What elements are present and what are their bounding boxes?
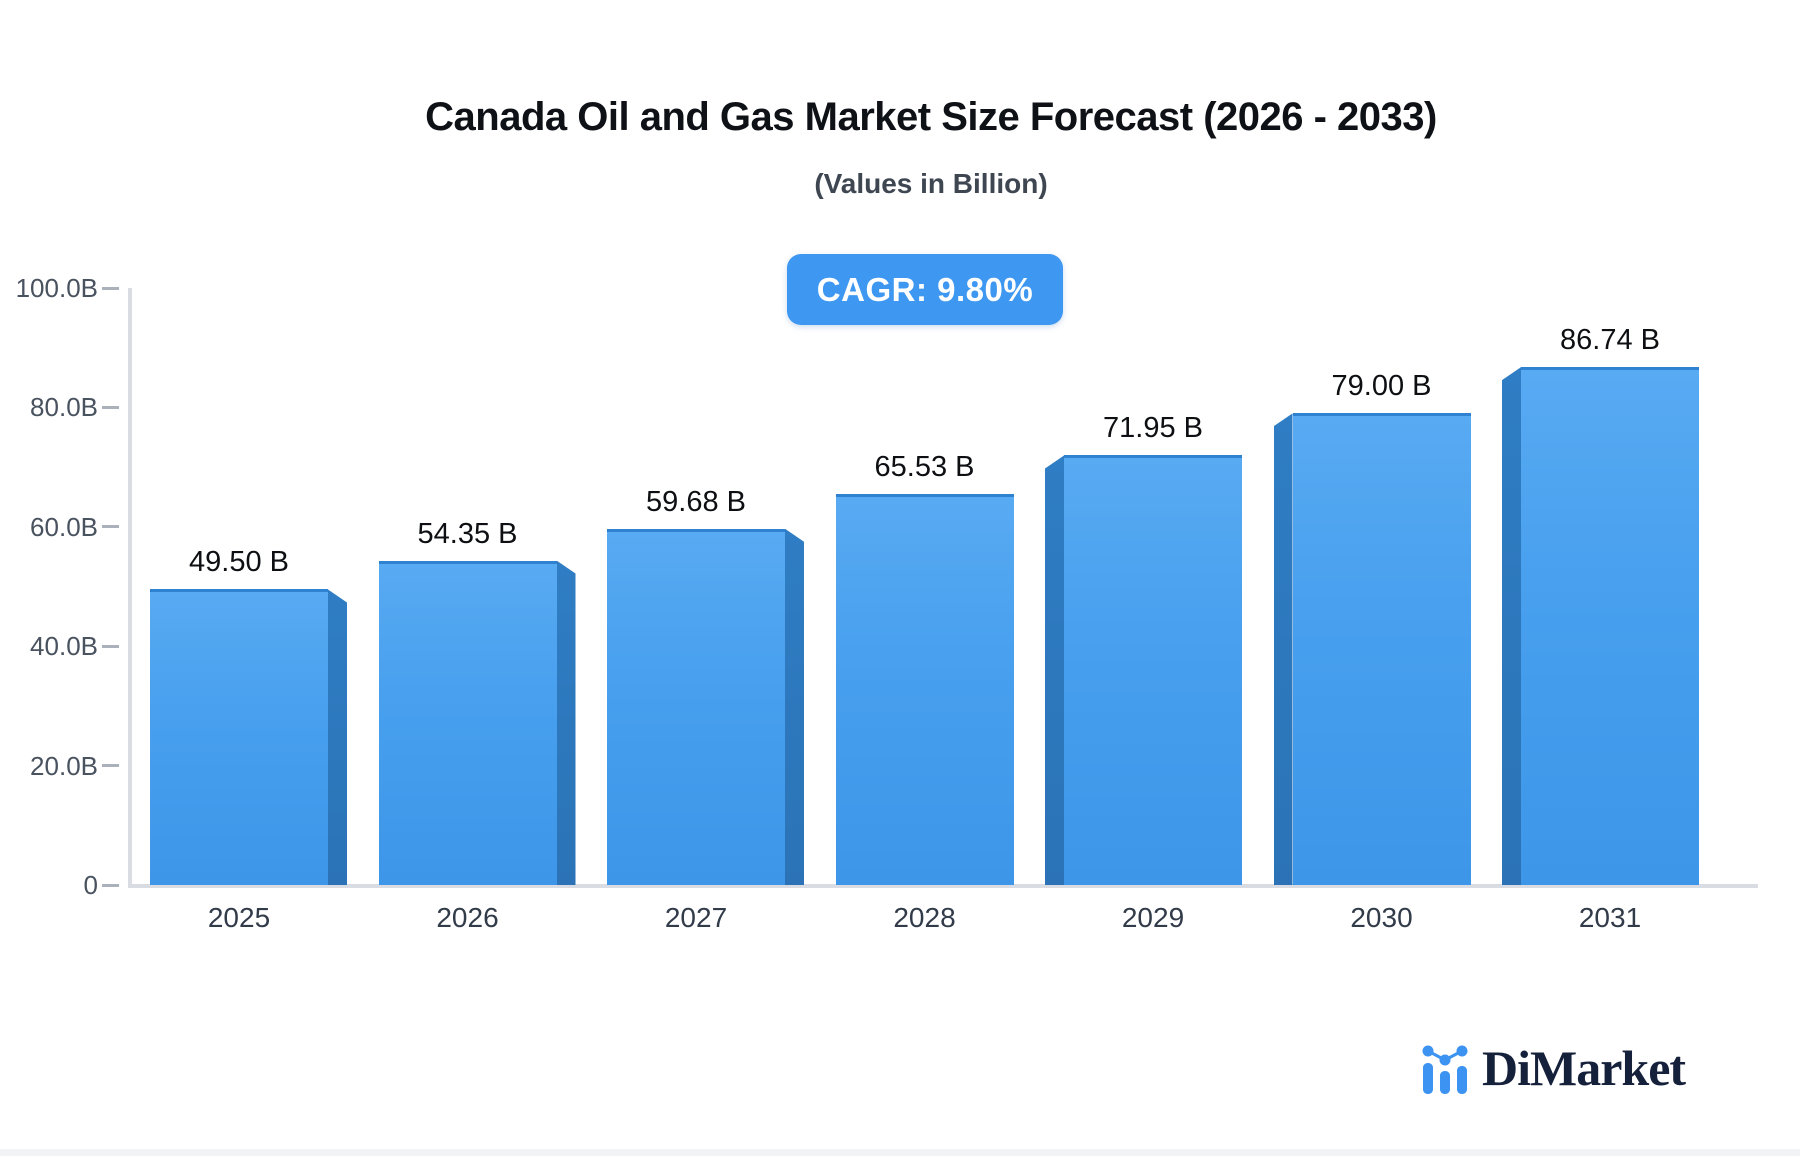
bar-value-label: 79.00 B — [1331, 370, 1432, 403]
bar-2025[interactable] — [150, 589, 328, 885]
bar-2031[interactable] — [1521, 367, 1699, 885]
bar-3d-side — [1273, 413, 1293, 885]
bar-value-label: 54.35 B — [417, 517, 518, 550]
bar-2027[interactable] — [607, 528, 785, 885]
y-axis-tick — [102, 644, 119, 648]
bar-3d-side — [1045, 455, 1064, 885]
bar-value-label: 59.68 B — [646, 485, 746, 518]
chart-subtitle: (Values in Billion) — [814, 168, 1048, 199]
x-axis-label-2030: 2030 — [1350, 902, 1413, 933]
y-axis-tick — [102, 286, 119, 290]
x-axis-label-2025: 2025 — [207, 902, 271, 933]
y-axis-tick-label: 40.0B — [30, 631, 98, 662]
y-axis-tick-label: 80.0B — [30, 392, 98, 423]
bar-3d-side — [328, 589, 347, 885]
bar-chart-logo-icon — [1420, 1041, 1470, 1095]
page-bottom-edge — [0, 1149, 1800, 1156]
bar-2030[interactable] — [1292, 413, 1471, 885]
bar-3d-side — [1502, 367, 1521, 885]
y-axis-line — [128, 288, 132, 885]
y-axis-tick-label: 0 — [83, 870, 98, 900]
y-axis-tick — [102, 525, 119, 529]
brand-name: DiMarket — [1482, 1040, 1686, 1096]
cagr-badge-label: CAGR: 9.80% — [816, 270, 1034, 308]
bar-2028[interactable] — [835, 493, 1014, 885]
y-axis-tick — [102, 405, 119, 409]
bar-value-label: 86.74 B — [1560, 324, 1660, 357]
y-axis-tick-label: 20.0B — [30, 750, 98, 781]
brand-logo: DiMarket — [1420, 1040, 1686, 1096]
bar-value-label: 49.50 B — [189, 546, 289, 579]
x-axis-label-2029: 2029 — [1121, 902, 1185, 933]
cagr-badge: CAGR: 9.80% — [787, 254, 1063, 325]
x-axis-label-2028: 2028 — [893, 902, 956, 933]
y-axis-tick-label: 60.0B — [30, 511, 98, 542]
y-axis-tick — [102, 764, 119, 768]
x-axis-baseline — [128, 884, 1758, 888]
bar-3d-side — [556, 560, 576, 885]
bar-2029[interactable] — [1064, 455, 1242, 885]
chart-title: Canada Oil and Gas Market Size Forecast … — [425, 95, 1437, 139]
bar-value-label: 65.53 B — [874, 450, 975, 483]
x-axis-label-2026: 2026 — [436, 902, 499, 933]
bar-value-label: 71.95 B — [1103, 412, 1203, 445]
y-axis-tick-label: 100.0B — [15, 273, 98, 303]
bar-2026[interactable] — [378, 560, 557, 885]
y-axis-tick — [102, 883, 119, 887]
bar-3d-side — [785, 528, 804, 885]
x-axis-label-2031: 2031 — [1578, 902, 1642, 933]
x-axis-label-2027: 2027 — [664, 902, 728, 933]
